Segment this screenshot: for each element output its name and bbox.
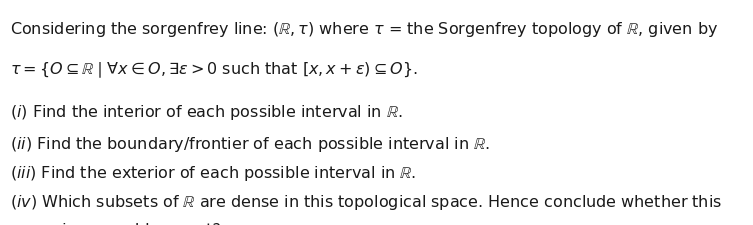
- Text: $(iv)$ Which subsets of $\mathbb{R}$ are dense in this topological space. Hence : $(iv)$ Which subsets of $\mathbb{R}$ are…: [10, 194, 722, 212]
- Text: $(ii)$ Find the boundary/frontier of each possible interval in $\mathbb{R}$.: $(ii)$ Find the boundary/frontier of eac…: [10, 135, 489, 154]
- Text: $(i)$ Find the interior of each possible interval in $\mathbb{R}$.: $(i)$ Find the interior of each possible…: [10, 104, 402, 122]
- Text: $\tau = \{O\subseteq\mathbb{R}\mid\forall x\in O, \exists\varepsilon>0$ such tha: $\tau = \{O\subseteq\mathbb{R}\mid\foral…: [10, 61, 417, 80]
- Text: Considering the sorgenfrey line: $(\mathbb{R},\tau)$ where $\tau$ = the Sorgenfr: Considering the sorgenfrey line: $(\math…: [10, 20, 718, 39]
- Text: space is seperable or not?: space is seperable or not?: [10, 223, 221, 225]
- Text: $(iii)$ Find the exterior of each possible interval in $\mathbb{R}$.: $(iii)$ Find the exterior of each possib…: [10, 164, 416, 183]
